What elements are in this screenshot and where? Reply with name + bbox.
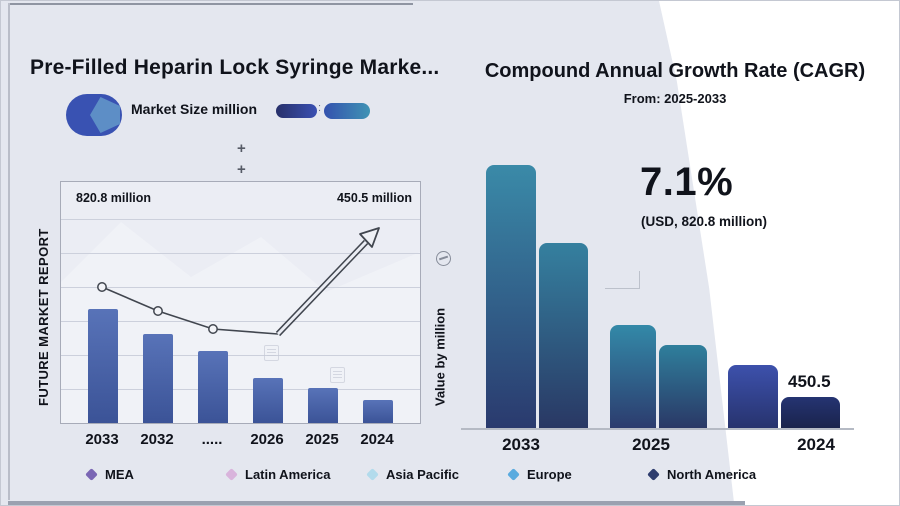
cagr-xlabel: 2024 xyxy=(797,435,835,454)
market-bar-2032 xyxy=(143,334,173,423)
legend-diamond-icon xyxy=(507,468,520,481)
market-bar-2033 xyxy=(88,309,118,423)
market-xlabel: 2032 xyxy=(140,431,174,448)
cagr-bar-2033-a xyxy=(486,165,536,428)
vertical-watermark: FUTURE MARKET REPORT xyxy=(36,228,51,406)
cagr-percentage: 7.1% xyxy=(640,160,734,204)
legend-diamond-icon xyxy=(647,468,660,481)
market-xlabel: 2026 xyxy=(250,431,284,448)
card-edge-bottom xyxy=(8,501,745,505)
legend-label: Latin America xyxy=(245,467,331,482)
cagr-xlabel: 2025 xyxy=(632,435,670,454)
gradient-pill-icon-right xyxy=(324,103,370,119)
card-edge-top xyxy=(8,3,413,5)
circle-minus-icon xyxy=(436,251,451,266)
market-xlabel: 2033 xyxy=(85,431,119,448)
market-size-label: Market Size million xyxy=(131,101,258,117)
cagr-xlabel: 2033 xyxy=(502,435,540,454)
legend-item-europe: Europe xyxy=(507,467,572,482)
legend-label: Europe xyxy=(527,467,572,482)
legend-item-mea: MEA xyxy=(85,467,134,482)
gradient-pill-icon-left xyxy=(276,104,317,118)
pill-separator: : xyxy=(318,102,322,114)
brand-logo-icon xyxy=(66,94,122,136)
cagr-bar-2025-a xyxy=(610,325,656,428)
cagr-bar-2033-b xyxy=(539,243,588,428)
left-panel-title: Pre-Filled Heparin Lock Syringe Marke... xyxy=(30,56,440,79)
ghost-document-icon xyxy=(330,367,345,383)
legend-item-north-america: North America xyxy=(647,467,757,482)
annotation-450-5: 450.5 xyxy=(788,372,831,391)
market-bar-2024 xyxy=(363,400,393,423)
market-bar-..... xyxy=(198,351,228,423)
market-bar-2025 xyxy=(308,388,338,423)
market-xlabel: ..... xyxy=(201,431,223,448)
chart-gridlines xyxy=(61,186,420,423)
cagr-usd-detail: (USD, 820.8 million) xyxy=(641,214,768,229)
plus-icon: + xyxy=(237,140,246,157)
legend-diamond-icon xyxy=(225,468,238,481)
cagr-bar-2024-a xyxy=(728,365,778,428)
plus-icon: + xyxy=(237,161,246,178)
trend-line-arrow xyxy=(97,227,380,337)
market-xlabel: 2024 xyxy=(360,431,394,448)
market-size-chart: 820.8 million 450.5 million xyxy=(60,181,421,424)
value-axis-label: Value by million xyxy=(432,307,448,407)
right-panel-subtitle: From: 2025-2033 xyxy=(623,91,727,106)
cagr-chart-axis xyxy=(461,428,854,430)
step-line-decoration xyxy=(605,271,640,289)
legend-item-asia-pacific: Asia Pacific xyxy=(366,467,459,482)
legend-diamond-icon xyxy=(85,468,98,481)
legend-label: North America xyxy=(667,467,757,482)
card-edge-left xyxy=(8,3,10,500)
legend-label: MEA xyxy=(105,467,134,482)
market-bar-2026 xyxy=(253,378,283,423)
legend-label: Asia Pacific xyxy=(386,467,459,482)
annotation-2033-value: 820.8 million xyxy=(76,191,152,205)
cagr-bar-2024-b xyxy=(781,397,840,428)
annotation-2024-value: 450.5 million xyxy=(336,191,412,205)
right-panel-title: Compound Annual Growth Rate (CAGR) xyxy=(484,60,866,82)
legend-item-latin-america: Latin America xyxy=(225,467,331,482)
cagr-bar-2025-b xyxy=(659,345,707,428)
ghost-document-icon xyxy=(264,345,279,361)
legend-diamond-icon xyxy=(366,468,379,481)
market-xlabel: 2025 xyxy=(305,431,339,448)
